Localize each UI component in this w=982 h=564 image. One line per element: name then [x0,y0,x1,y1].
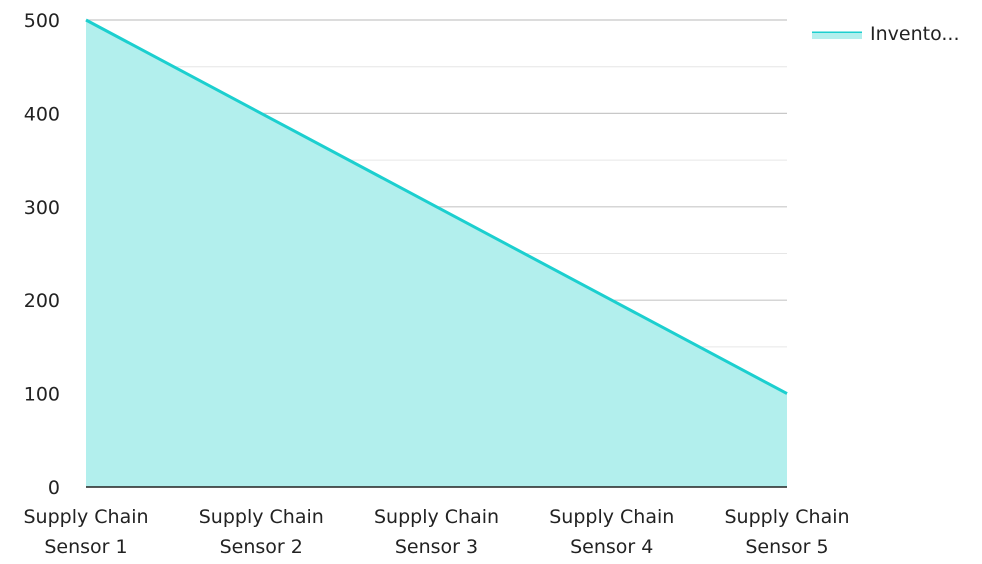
x-tick-label: Supply Chain Sensor 4 [549,506,674,558]
y-tick-label: 500 [24,10,60,32]
x-tick-label-line: Supply Chain [23,506,148,528]
x-tick-label-line: Supply Chain [549,506,674,528]
x-tick-label: Supply Chain Sensor 5 [724,506,849,558]
x-tick-label-line: Sensor 2 [220,536,303,558]
x-tick-label: Supply Chain Sensor 3 [374,506,499,558]
x-tick-label-line: Supply Chain [374,506,499,528]
x-tick-label-line: Sensor 4 [570,536,653,558]
x-tick-label: Supply Chain Sensor 2 [199,506,324,558]
legend[interactable]: Invento... [812,23,959,45]
x-tick-label: Supply Chain Sensor 1 [23,506,148,558]
y-tick-label: 0 [48,477,60,499]
legend-swatch-fill [812,33,862,39]
y-tick-label: 100 [24,384,60,406]
legend-label: Invento... [870,23,959,45]
y-tick-label: 300 [24,197,60,219]
y-tick-label: 400 [24,103,60,125]
y-tick-label: 200 [24,290,60,312]
x-axis-tick-labels: Supply Chain Sensor 1 Supply Chain Sensor 2… [23,506,849,558]
y-axis-tick-labels: 0 100 200 300 400 500 [24,10,60,499]
x-tick-label-line: Supply Chain [199,506,324,528]
x-tick-label-line: Sensor 1 [44,536,127,558]
x-tick-label-line: Sensor 5 [745,536,828,558]
legend-item[interactable]: Invento... [812,23,959,45]
x-tick-label-line: Supply Chain [724,506,849,528]
x-tick-label-line: Sensor 3 [395,536,478,558]
